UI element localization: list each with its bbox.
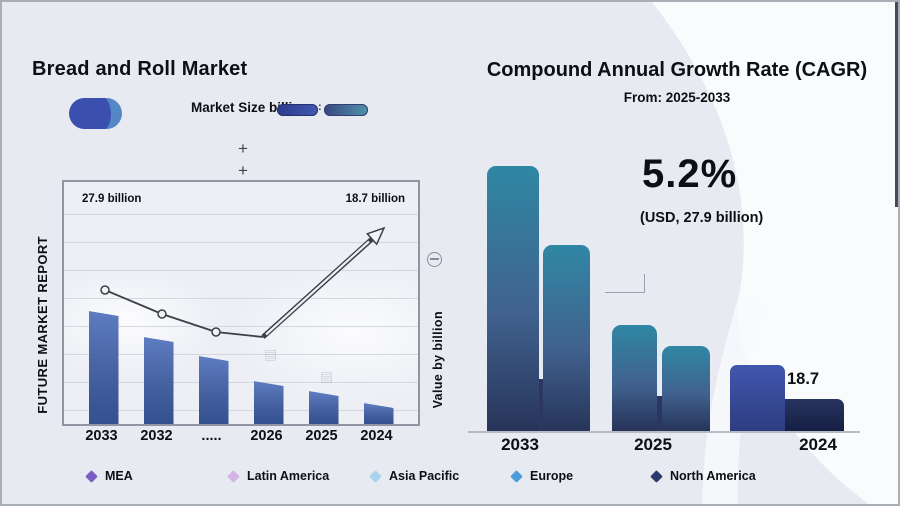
right-chart — [462, 152, 862, 433]
legend-item-mea: MEA — [85, 469, 133, 483]
x-axis-label: 2033 — [85, 428, 118, 444]
bar-slot — [241, 308, 296, 424]
x-axis-label: 2025 — [634, 435, 672, 454]
ratio-pill-left-icon — [277, 104, 318, 116]
bar-slot — [296, 308, 351, 424]
cagr-note: (USD, 27.9 billion) — [640, 210, 764, 226]
plus-icon: + — [238, 139, 248, 158]
cagr-bar-secondary — [785, 399, 844, 431]
x-axis-label: 2025 — [305, 428, 338, 444]
market-size-bar — [308, 391, 339, 424]
diamond-icon — [650, 469, 663, 483]
left-chart-panel: 27.9 billion 18.7 billion ▤ ▤ — [62, 180, 420, 426]
cagr-bar-primary — [612, 325, 657, 431]
left-chart-title: Bread and Roll Market — [32, 58, 248, 80]
bar-slot — [131, 308, 186, 424]
right-chart-y-axis-label: Value by billion — [431, 311, 445, 409]
ratio-pill-right-icon — [324, 104, 368, 116]
bar-join — [539, 379, 543, 431]
diamond-icon — [369, 469, 382, 483]
legend-item-europe: Europe — [510, 469, 574, 483]
annotation-start-value: 27.9 billion — [82, 193, 142, 205]
x-axis-label: 2032 — [140, 428, 173, 444]
annotation-end-value: 18.7 billion — [345, 193, 405, 205]
left-x-axis-labels: 2033 2032..... 2026 2025 2024 — [74, 428, 404, 444]
x-axis-label: 2033 — [501, 435, 539, 454]
cagr-bar-secondary — [543, 245, 590, 431]
cylinder-icon — [69, 98, 122, 129]
report-watermark-icon: ▤ — [320, 368, 334, 384]
x-axis-label: ..... — [201, 428, 222, 444]
trend-line-arrow — [100, 226, 386, 339]
diamond-icon — [510, 469, 523, 483]
legend-item-latin-america: Latin America — [227, 469, 330, 483]
bar-slot — [76, 308, 131, 424]
x-axis-baseline — [468, 431, 860, 433]
bar-slot — [186, 308, 241, 424]
legend-item-asia-pacific: Asia Pacific — [369, 469, 460, 483]
x-axis-label: 2024 — [799, 435, 837, 454]
diamond-icon — [85, 469, 98, 483]
future-market-report-watermark: FUTURE MARKET REPORT — [34, 236, 50, 414]
minus-circle-icon — [427, 252, 442, 267]
bar-join — [657, 396, 662, 431]
frame-edge-accent — [895, 2, 898, 207]
data-label-2024: 18.7 — [787, 370, 820, 388]
market-size-bar — [143, 337, 174, 424]
right-chart-title: Compound Annual Growth Rate (CAGR) — [486, 59, 868, 81]
x-axis-label: 2024 — [360, 428, 393, 444]
cagr-bar-primary — [730, 365, 785, 431]
report-watermark-icon: ▤ — [264, 346, 278, 362]
bar-slot — [351, 308, 406, 424]
legend-item-north-america: North America — [650, 469, 756, 483]
diamond-icon — [227, 469, 240, 483]
market-size-bar — [88, 311, 119, 424]
ratio-separator: : — [318, 101, 322, 113]
legend-label: MEA — [105, 469, 133, 483]
legend-label: North America — [670, 469, 756, 483]
cagr-value: 5.2% — [642, 152, 738, 196]
legend-label: Latin America — [247, 469, 330, 483]
plus-icon: + — [238, 161, 248, 180]
market-size-bar — [363, 403, 394, 424]
legend-label: Europe — [530, 469, 574, 483]
left-bars — [76, 308, 406, 424]
right-chart-subtitle: From: 2025-2033 — [623, 90, 731, 105]
cagr-bar-secondary — [662, 346, 710, 431]
legend-label: Asia Pacific — [389, 469, 460, 483]
market-size-bar — [198, 356, 229, 424]
x-axis-label: 2026 — [250, 428, 283, 444]
market-size-bar — [253, 381, 284, 424]
cagr-bar-primary — [487, 166, 539, 431]
step-decoration — [605, 274, 645, 293]
